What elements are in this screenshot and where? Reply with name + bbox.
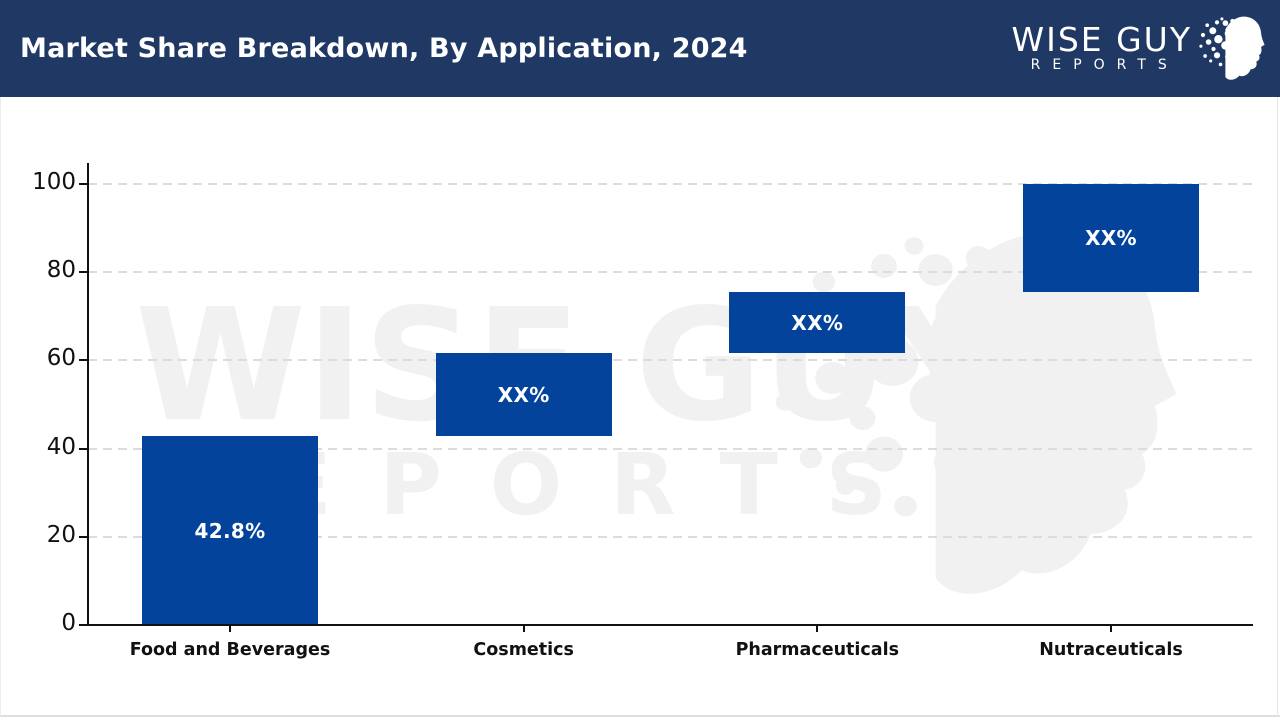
y-tick-mark [79,359,87,362]
bar: XX% [1023,184,1199,293]
gridline [88,535,1253,538]
x-tick-mark [229,625,231,632]
bar: XX% [729,292,906,354]
bar: XX% [435,353,612,437]
y-axis-spine [87,163,89,626]
x-axis-label: Food and Beverages [129,640,331,660]
header-bar: Market Share Breakdown, By Application, … [0,0,1280,97]
y-tick-label: 80 [46,257,76,284]
gridline [88,183,1253,185]
bar-value-label: XX% [791,310,844,335]
x-axis-label: Nutraceuticals [1039,640,1183,660]
y-tick-label: 0 [61,610,76,636]
x-tick-mark [1110,625,1112,632]
wise-guy-logo: WISE GUY REPORTS [1011,6,1266,92]
y-tick-mark [79,535,87,538]
y-tick-mark [79,447,87,450]
x-axis-spine [87,624,1253,626]
logo-brand-name: WISE GUY [1011,20,1192,60]
x-tick-mark [522,625,525,632]
y-tick-mark [79,271,87,274]
y-tick-label: 40 [46,433,76,460]
right-divider [1277,97,1278,716]
x-tick-mark [816,625,819,632]
bar: 42.8% [142,436,318,625]
logo-text: WISE GUY REPORTS [1011,23,1192,73]
x-axis-label: Pharmaceuticals [735,640,900,660]
y-tick-label: 20 [46,521,76,548]
gridline [88,359,1253,362]
y-tick-label: 60 [46,345,76,372]
gridline [88,447,1253,450]
logo-face-icon [1199,16,1265,80]
gridline [88,271,1253,274]
x-axis-label: Cosmetics [473,640,574,660]
bar-value-label: XX% [497,382,550,407]
bar-value-label: 42.8% [194,518,266,543]
page-title: Market Share Breakdown, By Application, … [20,33,748,64]
logo-brand-subtitle: REPORTS [1030,57,1179,74]
y-tick-label: 100 [32,169,76,195]
y-tick-mark [79,183,87,185]
bottom-divider [0,715,1280,717]
left-divider [0,97,1,716]
y-tick-mark [79,624,87,626]
bar-value-label: XX% [1085,226,1137,251]
